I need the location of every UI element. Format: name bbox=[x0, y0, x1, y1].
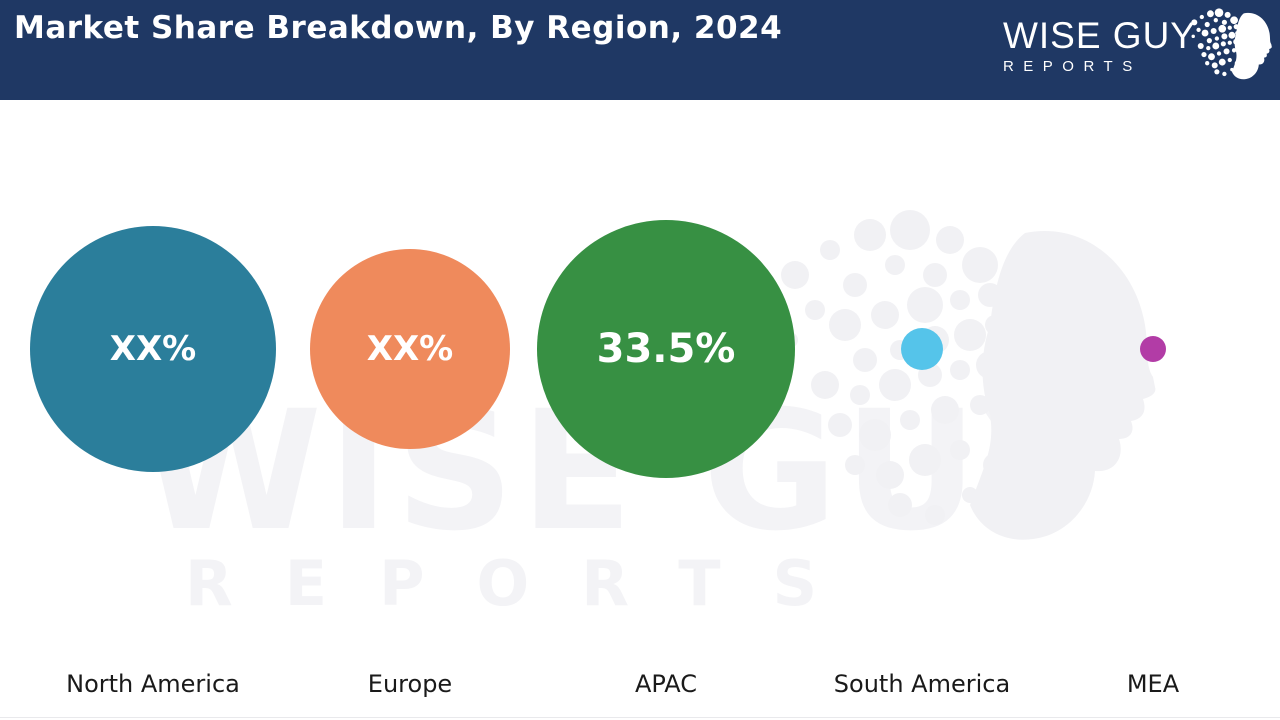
bubble-europe: XX% bbox=[310, 249, 510, 449]
logo-head-icon bbox=[1191, 8, 1272, 80]
bubble-value-europe: XX% bbox=[366, 329, 454, 369]
bubble-mea bbox=[1140, 336, 1166, 362]
category-label-europe: Europe bbox=[367, 670, 453, 698]
bubble-value-apac: 33.5% bbox=[596, 326, 736, 372]
category-label-apac: APAC bbox=[634, 670, 698, 698]
logo-text: WISE GUY REPORTS bbox=[1002, 15, 1196, 75]
category-label-mea: MEA bbox=[1126, 670, 1180, 698]
wiseguy-logo: WISE GUY REPORTS bbox=[1003, 6, 1276, 86]
bubble-value-north-america: XX% bbox=[109, 329, 197, 369]
category-label-north-america: North America bbox=[66, 670, 240, 698]
header: Market Share Breakdown, By Region, 2024 … bbox=[0, 0, 1280, 100]
page-title: Market Share Breakdown, By Region, 2024 bbox=[14, 10, 783, 46]
logo-brand-subtitle: REPORTS bbox=[1002, 57, 1142, 75]
bottom-divider bbox=[0, 717, 1280, 718]
bubble-apac: 33.5% bbox=[537, 220, 795, 478]
chart-area: WISE GUY REPORTS XX% XX% 33.5% North Ame… bbox=[0, 100, 1280, 720]
logo-brand-name: WISE GUY bbox=[1002, 15, 1196, 57]
bubble-south-america bbox=[901, 328, 943, 370]
category-label-south-america: South America bbox=[833, 670, 1011, 698]
bubble-north-america: XX% bbox=[30, 226, 276, 472]
watermark-head-icon bbox=[781, 210, 1156, 540]
watermark-text-line2: REPORTS bbox=[185, 547, 869, 620]
